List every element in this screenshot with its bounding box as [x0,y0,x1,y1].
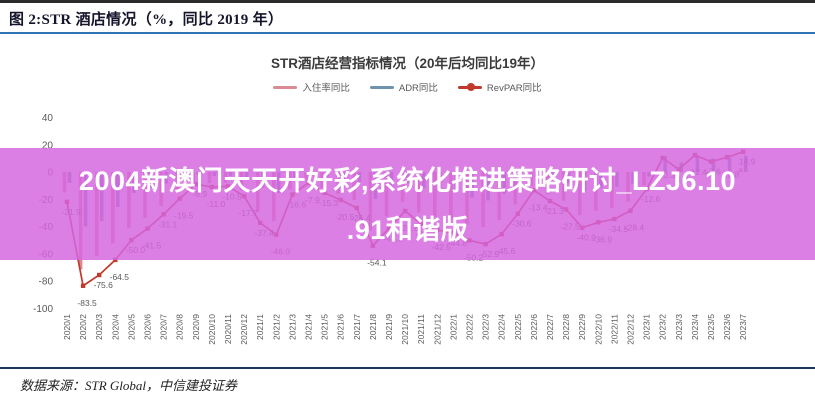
svg-text:2022/12: 2022/12 [626,314,636,345]
svg-text:2022/5: 2022/5 [513,314,523,340]
svg-text:2021/7: 2021/7 [352,314,362,340]
svg-text:2023/2: 2023/2 [658,314,668,340]
svg-text:2020/9: 2020/9 [191,314,201,340]
svg-text:2021/6: 2021/6 [336,314,346,340]
title-divider-rule [0,32,815,34]
svg-text:2020/10: 2020/10 [207,314,217,345]
svg-text:2021/9: 2021/9 [384,314,394,340]
svg-text:2021/1: 2021/1 [255,314,265,340]
svg-text:-80: -80 [39,277,54,288]
svg-text:2020/7: 2020/7 [159,314,169,340]
top-border-rule [0,0,815,3]
svg-text:2020/6: 2020/6 [143,314,153,340]
source-note: 数据来源：STR Global，中信建投证券 [20,378,238,393]
watermark-line1: 2004新澳门天天开好彩,系统化推进策略研讨_LZJ6.10 [78,166,737,196]
svg-text:2021/8: 2021/8 [368,314,378,340]
svg-text:2020/8: 2020/8 [175,314,185,340]
svg-text:-83.5: -83.5 [77,298,97,308]
svg-text:2020/12: 2020/12 [239,314,249,345]
svg-text:2022/6: 2022/6 [529,314,539,340]
watermark-line2: .91和谐版 [346,215,469,245]
legend-item-2: ADR同比 [369,80,438,94]
svg-text:2020/2: 2020/2 [78,314,88,340]
svg-text:2021/11: 2021/11 [416,314,426,344]
svg-text:-54.1: -54.1 [367,258,387,268]
legend-item-1: 入住率同比 [273,80,350,94]
svg-text:2022/10: 2022/10 [593,314,603,345]
svg-text:2023/5: 2023/5 [706,314,716,340]
chart-legend: 入住率同比 ADR同比 RevPAR同比 [0,80,815,94]
svg-text:2021/12: 2021/12 [432,314,442,345]
svg-text:20: 20 [42,140,54,151]
legend-label: RevPAR同比 [486,83,542,94]
legend-label: 入住率同比 [302,83,350,94]
svg-text:2023/6: 2023/6 [722,314,732,340]
svg-text:2022/4: 2022/4 [497,314,507,340]
svg-text:40: 40 [42,113,54,124]
svg-text:2023/7: 2023/7 [738,314,748,340]
svg-text:2022/1: 2022/1 [448,314,458,340]
svg-text:2020/11: 2020/11 [223,314,233,344]
svg-text:2022/7: 2022/7 [545,314,555,340]
svg-text:2020/4: 2020/4 [110,314,120,340]
legend-label: ADR同比 [398,83,438,94]
legend-marker-dot-icon [466,83,475,91]
legend-item-3: RevPAR同比 [457,80,542,94]
x-axis-labels: 2020/1 2020/2 2020/3 2020/4 2020/5 2020/6 2020… [62,314,748,345]
svg-text:2022/2: 2022/2 [465,314,475,340]
legend-swatch-icon [369,85,394,89]
svg-text:2021/2: 2021/2 [271,314,281,340]
svg-text:2022/11: 2022/11 [609,314,619,344]
svg-text:2022/3: 2022/3 [481,314,491,340]
svg-text:2022/9: 2022/9 [577,314,587,340]
legend-swatch-icon [273,85,298,89]
svg-text:2023/3: 2023/3 [674,314,684,340]
svg-text:2020/3: 2020/3 [94,314,104,340]
figure-title: 图 2:STR 酒店情况（%，同比 2019 年） [9,12,284,28]
svg-text:2023/4: 2023/4 [690,314,700,340]
bottom-divider-rule [0,367,815,369]
svg-text:2021/5: 2021/5 [320,314,330,340]
svg-text:2021/4: 2021/4 [304,314,314,340]
chart-title: STR酒店经营指标情况（20年后均同比19年） [270,56,545,71]
svg-text:2021/10: 2021/10 [400,314,410,345]
svg-text:-75.6: -75.6 [94,280,114,290]
svg-text:2021/3: 2021/3 [287,314,297,340]
svg-text:-100: -100 [33,304,53,315]
legend-swatch-icon [457,83,482,91]
watermark-banner: 2004新澳门天天开好彩,系统化推进策略研讨_LZJ6.10 .91和谐版 [0,148,815,260]
svg-text:2023/1: 2023/1 [642,314,652,340]
svg-text:2020/1: 2020/1 [62,314,72,340]
svg-text:2020/5: 2020/5 [126,314,136,340]
svg-text:-64.5: -64.5 [110,272,130,282]
svg-text:2022/8: 2022/8 [561,314,571,340]
